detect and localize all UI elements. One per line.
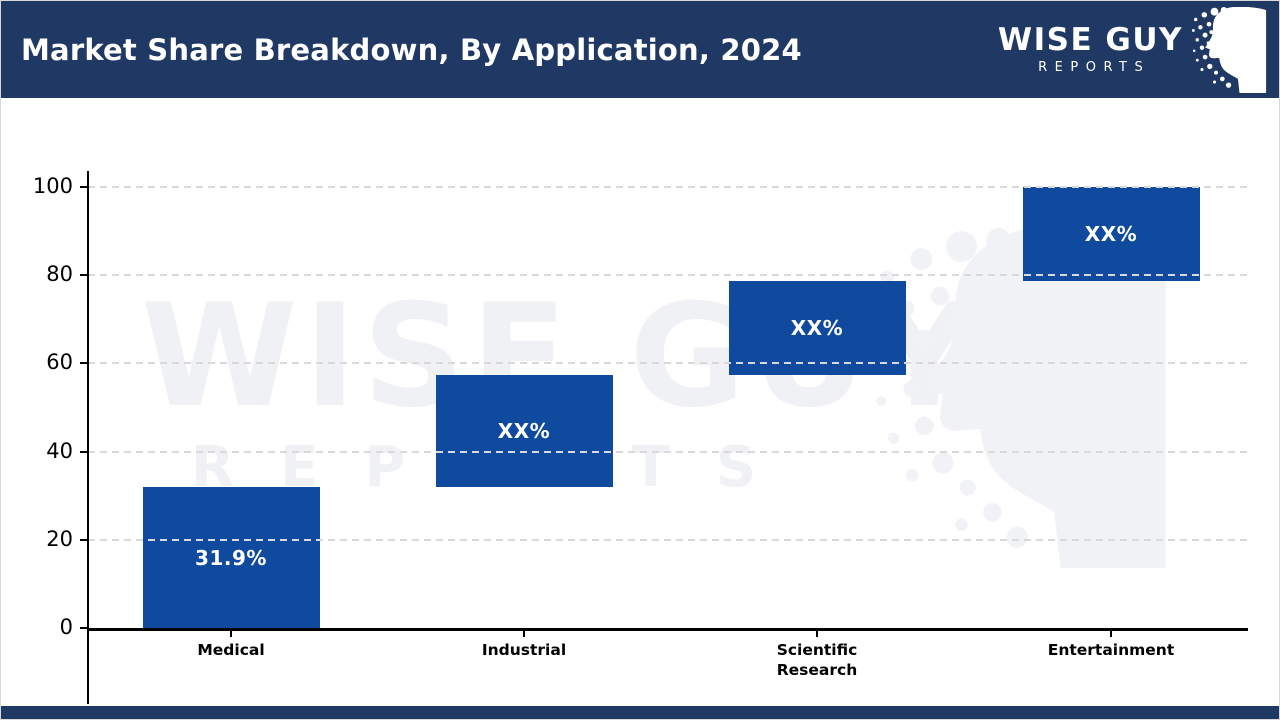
x-category-label: Scientific Research [776,641,858,680]
bar-value-label: 31.9% [195,545,267,570]
y-tick-label-40: 40 [46,438,73,463]
x-tick-3 [1110,630,1112,637]
y-tick-label-100: 100 [32,174,73,198]
x-category-label: Industrial [481,641,567,659]
y-tick-0 [80,627,88,629]
wiseguy-logo: WISE GUY REPORTS [997,6,1279,93]
y-tick-label-80: 80 [46,262,73,287]
y-tick-100 [80,186,88,188]
footer-bar [1,706,1279,719]
gridline-100 [88,186,1247,188]
chart-title: Market Share Breakdown, By Application, … [21,32,802,67]
y-tick-20 [80,538,88,541]
logo-line1: WISE GUY [997,21,1183,58]
y-tick-label-20: 20 [46,526,73,551]
y-tick-40 [80,450,88,453]
bar-value-label: XX% [497,419,551,444]
x-category-label: Medical [197,641,265,659]
gridline-80 [88,274,1247,277]
gridline-40 [88,450,1247,453]
bar-scientific-research: XX% [728,281,906,376]
x-tick-0 [230,630,232,637]
logo-face-icon [1191,6,1267,93]
bar-industrial: XX% [435,375,613,488]
chart-area: WISE GUY REPORTS 31.9%XX%XX%XX% 02040608… [1,98,1279,708]
x-axis-line [86,628,1248,631]
y-tick-80 [80,274,88,277]
x-tick-2 [816,630,818,637]
x-category-label: Entertainment [1047,641,1175,659]
y-tick-label-60: 60 [46,350,73,375]
gridline-60 [88,362,1247,365]
bar-value-label: XX% [1084,222,1138,247]
bar-medical: 31.9% [142,487,320,628]
header-bar: Market Share Breakdown, By Application, … [1,1,1279,98]
bar-value-label: XX% [790,316,844,341]
y-tick-60 [80,362,88,365]
logo-line2: REPORTS [1038,59,1151,75]
gridline-20 [88,538,1247,541]
logo-wordmark: WISE GUY REPORTS [997,21,1183,75]
bar-entertainment: XX% [1022,187,1200,282]
x-tick-1 [523,630,525,637]
y-axis-line [86,171,89,704]
y-tick-label-0: 0 [59,615,73,639]
